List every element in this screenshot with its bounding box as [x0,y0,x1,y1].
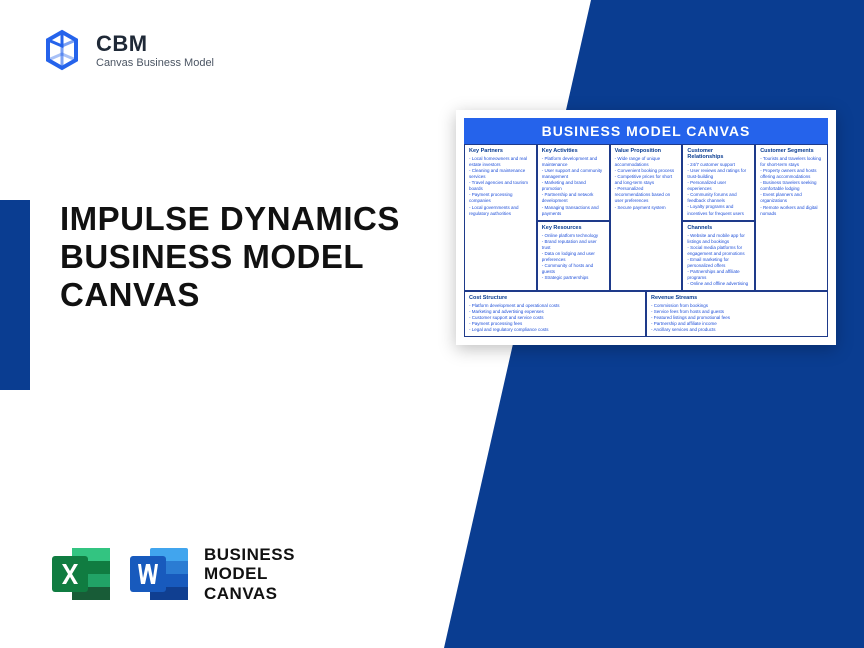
header-cust-rel: Customer Relationships [687,148,750,160]
word-icon [126,540,194,608]
canvas-card: BUSINESS MODEL CANVAS Key Partners Local… [456,110,836,345]
main-title: IMPULSE DYNAMICS BUSINESS MODEL CANVAS [60,200,400,314]
cell-cost-structure: Cost Structure Platform development and … [464,291,646,337]
header-revenue: Revenue Streams [651,295,823,301]
header-value-proposition: Value Proposition [615,148,678,154]
items-revenue: Commission from bookingsService fees fro… [651,303,823,333]
bmc-label: BUSINESS MODEL CANVAS [204,545,295,604]
items-key-partners: Local homeowners and real estate investo… [469,156,532,217]
left-accent-bar [0,200,30,390]
bottom-icons-area: BUSINESS MODEL CANVAS [48,540,295,608]
items-cost: Platform development and operational cos… [469,303,641,333]
header-key-partners: Key Partners [469,148,532,154]
cell-key-resources: Key Resources Online platform technology… [537,221,610,292]
cbm-logo-icon [40,28,84,72]
items-value-proposition: Wide range of unique accommodationsConve… [615,156,678,211]
header-channels: Channels [687,225,750,231]
items-key-activities: Platform development and maintenanceUser… [542,156,605,217]
header-key-resources: Key Resources [542,225,605,231]
canvas-title: BUSINESS MODEL CANVAS [464,118,828,144]
header-cost: Cost Structure [469,295,641,301]
cell-customer-segments: Customer Segments Tourists and travelers… [755,144,828,291]
cell-key-activities: Key Activities Platform development and … [537,144,610,221]
items-cust-rel: 24/7 customer supportUser reviews and ra… [687,162,750,217]
cell-key-partners: Key Partners Local homeowners and real e… [464,144,537,291]
header-cust-seg: Customer Segments [760,148,823,154]
cell-revenue-streams: Revenue Streams Commission from bookings… [646,291,828,337]
logo-title: CBM [96,31,214,57]
cell-value-proposition: Value Proposition Wide range of unique a… [610,144,683,291]
items-cust-seg: Tourists and travelers looking for short… [760,156,823,217]
cell-channels: Channels Website and mobile app for list… [682,221,755,292]
logo-subtitle: Canvas Business Model [96,57,214,69]
logo-area: CBM Canvas Business Model [40,28,214,72]
items-key-resources: Online platform technologyBrand reputati… [542,233,605,282]
header-key-activities: Key Activities [542,148,605,154]
items-channels: Website and mobile app for listings and … [687,233,750,288]
canvas-grid: Key Partners Local homeowners and real e… [464,144,828,337]
cell-customer-relationships: Customer Relationships 24/7 customer sup… [682,144,755,221]
excel-icon [48,540,116,608]
